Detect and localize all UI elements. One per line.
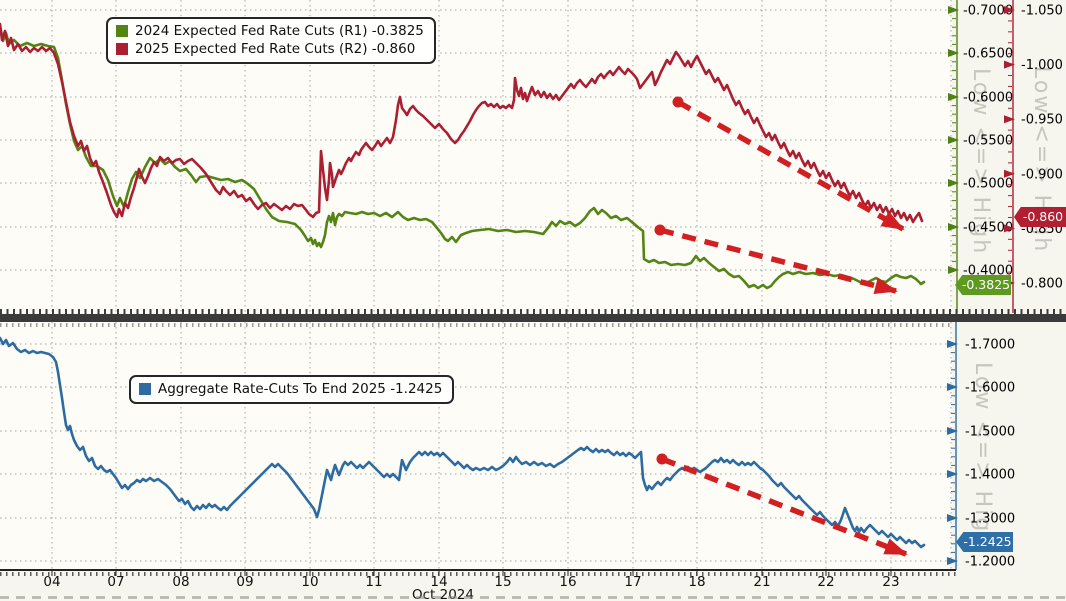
trend-arrow-origin-dot (656, 453, 668, 465)
axis-tick-label: -1.000 (1021, 58, 1063, 73)
x-axis-date-label: 18 (688, 574, 705, 590)
minor-tick-strip-x-axis (0, 572, 956, 576)
axis-tick-label: -0.6000 (963, 91, 1013, 106)
axis-tick-label: -0.900 (1021, 167, 1063, 182)
axis-tick-arrow (948, 93, 959, 101)
trend-arrow-shaft (661, 456, 907, 557)
axis-tick-arrow (948, 136, 959, 144)
x-axis-date-label: 08 (172, 574, 189, 590)
x-axis-date-label: 09 (236, 574, 253, 590)
axis-tick-arrow (948, 266, 959, 274)
axis-tick-arrow (1004, 60, 1015, 69)
legend-swatch-aggregate (139, 383, 151, 395)
axis-tick-label: -0.6500 (963, 47, 1013, 62)
legend-item-2025: 2025 Expected Fed Rate Cuts (R2) -0.860 (116, 40, 424, 58)
legend-label-2025: 2025 Expected Fed Rate Cuts (R2) -0.860 (135, 41, 416, 57)
axis-tick-label: -1.4000 (965, 468, 1015, 483)
plot-background (0, 322, 952, 570)
axis-tick-label: -1.7000 (965, 338, 1015, 353)
axis-tick-label: -1.2000 (965, 555, 1015, 570)
axis-watermark-agg: Low <=> High (970, 362, 995, 550)
legend-swatch-2024 (116, 25, 128, 37)
x-axis-date-label: 11 (365, 574, 382, 590)
axis-tick-label: -0.5000 (963, 177, 1013, 192)
axis-tick-label: -0.4500 (963, 221, 1013, 236)
legend-label-aggregate: Aggregate Rate-Cuts To End 2025 -1.2425 (158, 381, 443, 397)
x-axis-date-label: 21 (753, 574, 770, 590)
axis-tick-label: -1.6000 (965, 381, 1015, 396)
axis-tick-arrow (947, 340, 958, 348)
axis-tick-arrow (1004, 6, 1015, 14)
x-axis-date-label: 14 (430, 574, 447, 590)
axis-tick-label: -0.800 (1021, 277, 1063, 292)
legend-item-2024: 2024 Expected Fed Rate Cuts (R1) -0.3825 (116, 22, 424, 40)
axis-tick-arrow (1004, 224, 1015, 233)
x-axis-date-label: 16 (559, 574, 576, 590)
trend-arrow-head (880, 211, 905, 230)
axis-tick-arrow (947, 514, 958, 522)
series-line-fed2025 (0, 22, 924, 224)
trend-arrow-head (873, 277, 898, 294)
axis-tick-label: -1.3000 (965, 512, 1015, 527)
axis-tick-arrow (948, 49, 959, 57)
legend-item-aggregate: Aggregate Rate-Cuts To End 2025 -1.2425 (139, 380, 442, 398)
last-value-badge-r1: -0.3825 (955, 275, 1011, 295)
x-axis-date-label: 23 (882, 574, 899, 590)
series-line-aggregate (0, 336, 926, 549)
legend-swatch-2025 (116, 43, 128, 55)
axis-tick-label: -1.050 (1021, 4, 1063, 19)
x-axis-date-label: 22 (817, 574, 834, 590)
axis-tick-arrow (947, 470, 958, 478)
axis-tick-arrow (1004, 115, 1015, 124)
trend-arrow-head (883, 538, 908, 555)
axis-tick-label: -0.5500 (963, 134, 1013, 149)
axis-tick-label: -0.4000 (963, 264, 1013, 279)
bottom-dashed-rule (0, 596, 1066, 599)
panel-separator[interactable] (0, 314, 1066, 322)
series-line-fed2024 (0, 24, 926, 290)
axis-tick-arrow (948, 223, 959, 231)
axis-tick-arrow (948, 179, 959, 187)
x-axis-date-label: 17 (624, 574, 641, 590)
axis-tick-arrow (1004, 169, 1015, 178)
trend-arrow-shaft (659, 227, 897, 294)
legend-top-panel: 2024 Expected Fed Rate Cuts (R1) -0.3825… (106, 17, 436, 64)
axis-tick-arrow (947, 383, 958, 391)
trend-arrow-shaft (676, 99, 905, 232)
trend-arrow-origin-dot (654, 224, 666, 236)
x-axis-date-label: 15 (494, 574, 511, 590)
legend-bottom-panel: Aggregate Rate-Cuts To End 2025 -1.2425 (129, 375, 455, 404)
trend-arrow-origin-dot (672, 96, 684, 108)
minor-tick-strip-bottom-panel (0, 323, 952, 327)
axis-tick-label: -0.950 (1021, 113, 1063, 128)
x-axis-date-label: 07 (107, 574, 124, 590)
axis-tick-label: -1.5000 (965, 425, 1015, 440)
axis-tick-arrow (947, 557, 958, 565)
legend-label-2024: 2024 Expected Fed Rate Cuts (R1) -0.3825 (135, 23, 424, 39)
last-value-badge-r2: -0.860 (1014, 207, 1066, 227)
axis-watermark-r1: Low <=> High (968, 68, 993, 256)
x-axis-date-label: 04 (43, 574, 60, 590)
axis-tick-arrow (947, 427, 958, 435)
axis-tick-arrow (948, 6, 959, 14)
axis-tick-label: -0.7000 (963, 4, 1013, 19)
last-value-badge-aggregate: -1.2425 (956, 532, 1013, 552)
x-axis-date-label: 10 (301, 574, 318, 590)
minor-tick-strip-separator (0, 309, 1066, 315)
